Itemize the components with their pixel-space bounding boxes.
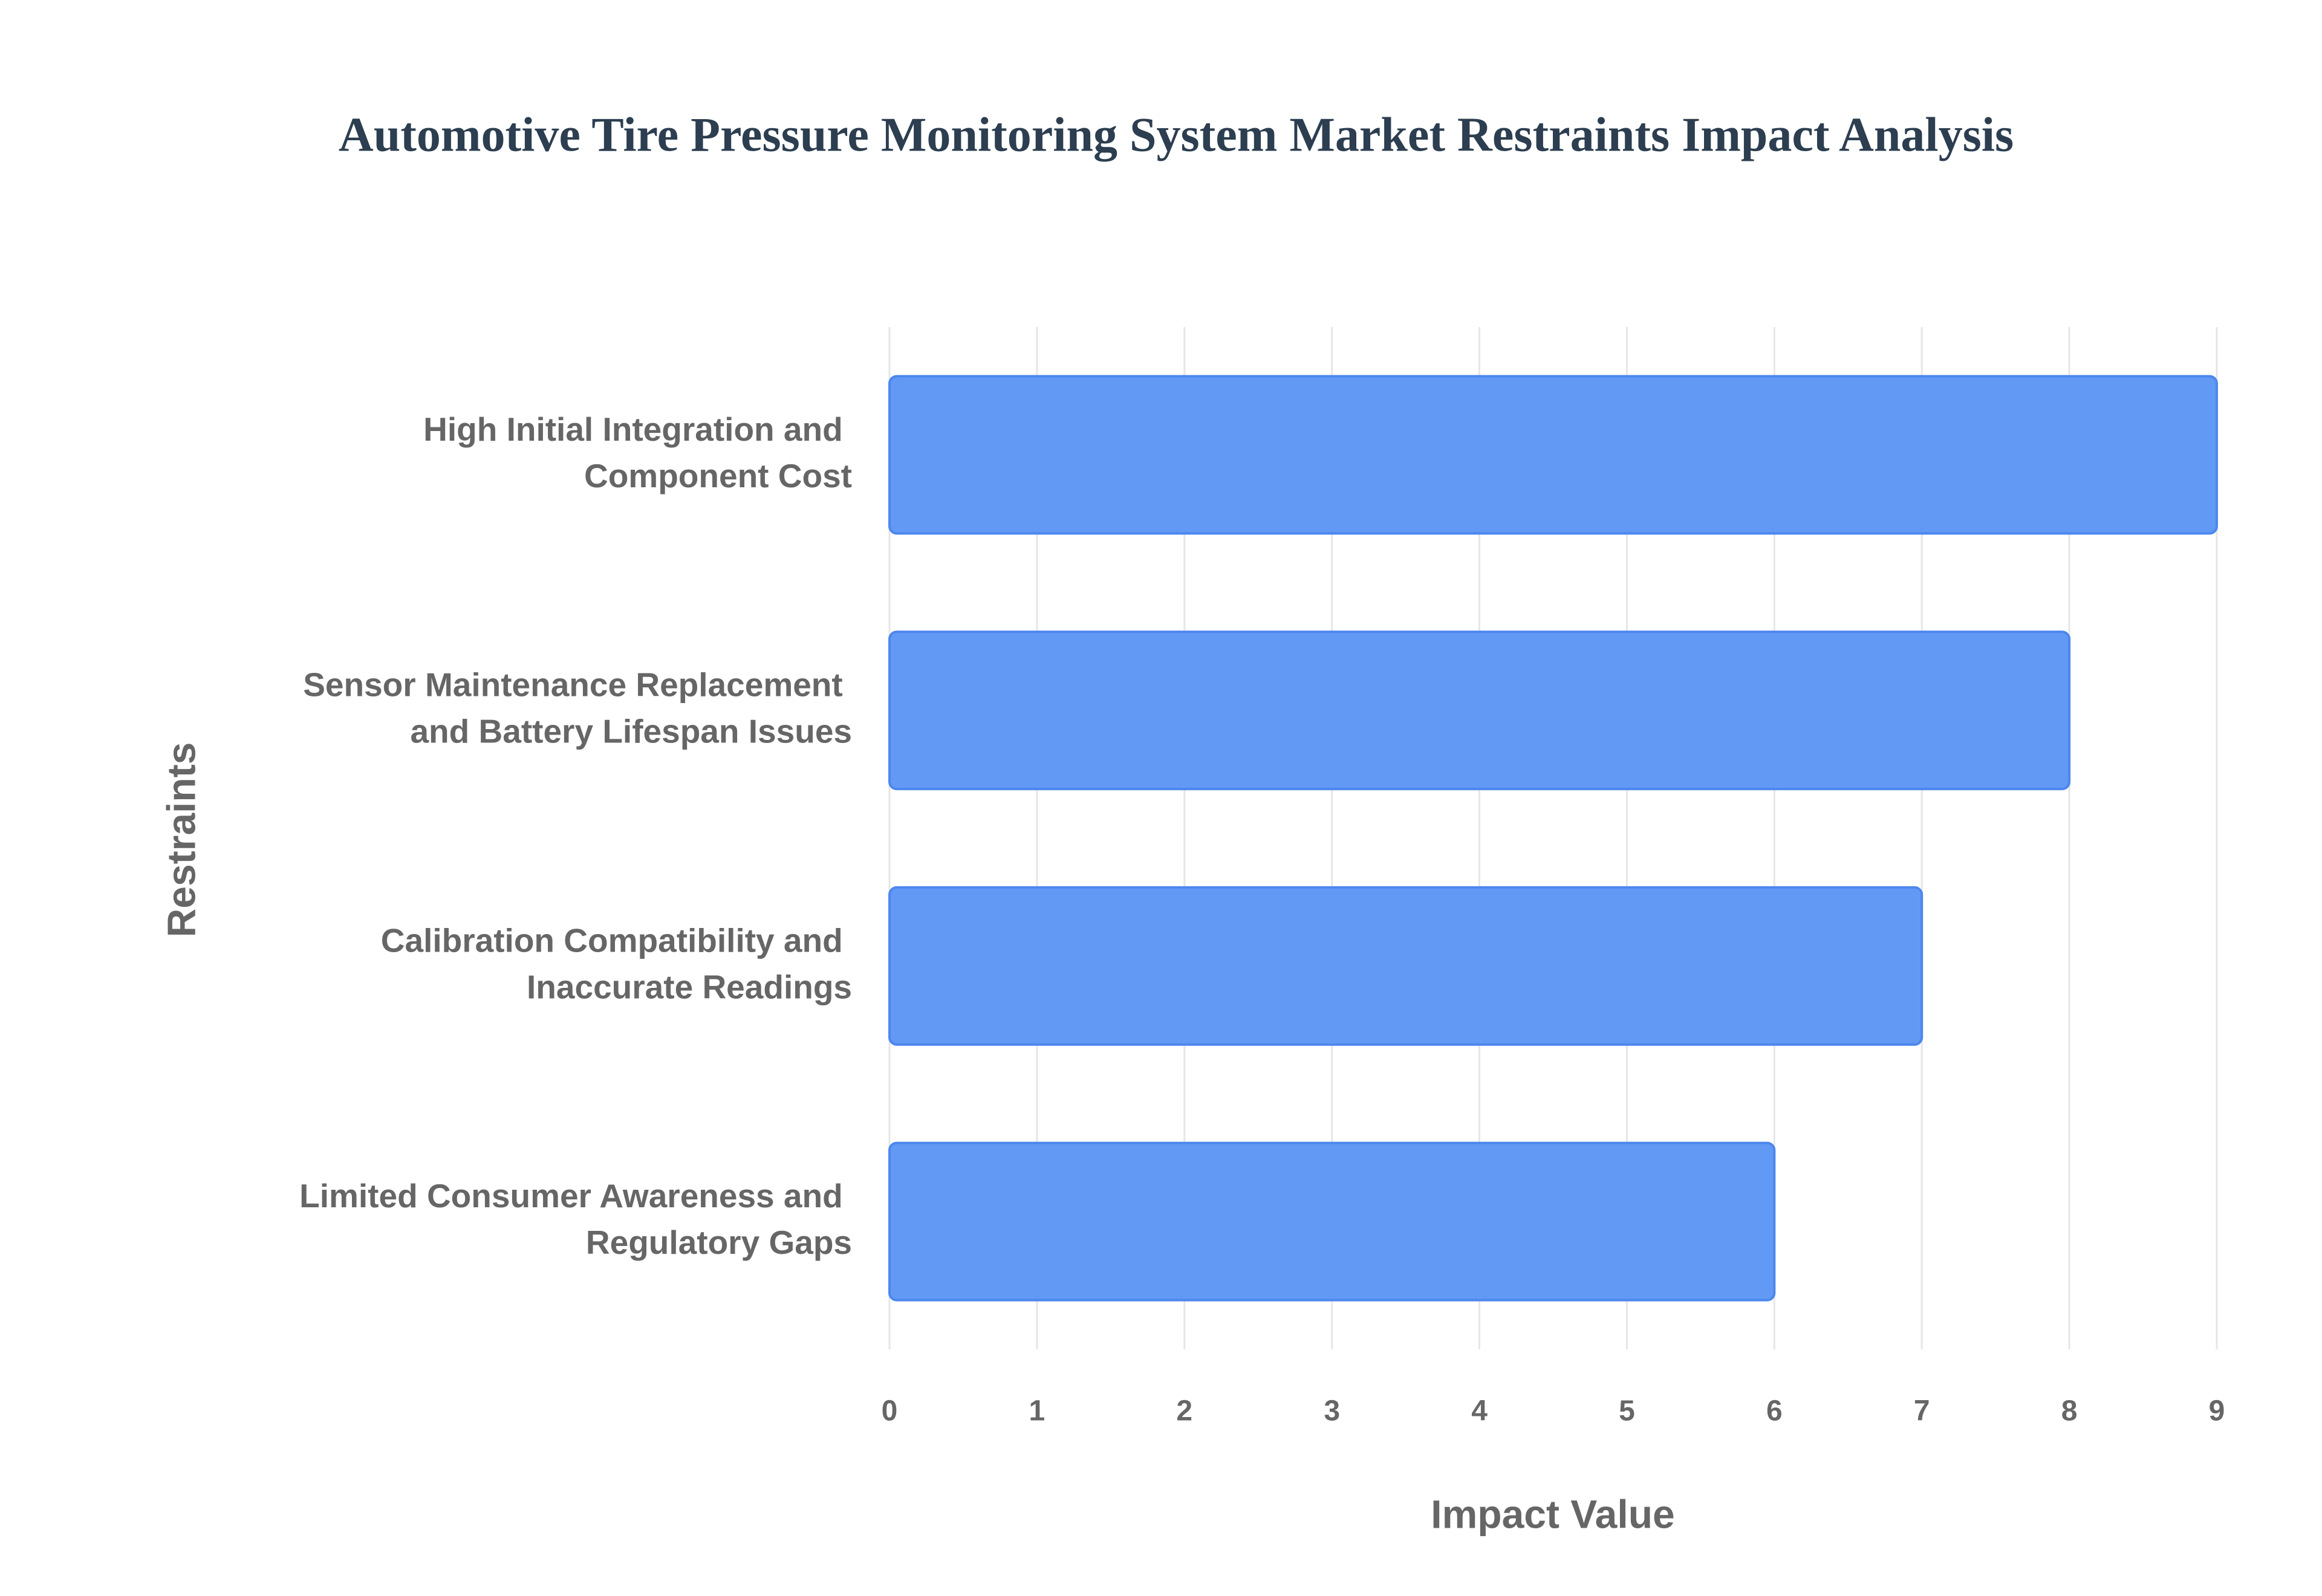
- y-tick-label: High Initial Integration and Component C…: [423, 410, 852, 494]
- y-tick-label: Limited Consumer Awareness and Regulator…: [299, 1177, 852, 1261]
- y-tick-label: Calibration Compatibility and Inaccurate…: [381, 921, 852, 1005]
- x-tick-label: 2: [1176, 1395, 1192, 1427]
- x-tick-label: 9: [2209, 1395, 2225, 1427]
- x-tick-label: 0: [882, 1395, 898, 1427]
- y-axis-title: Restraints: [158, 742, 203, 938]
- chart-title: Automotive Tire Pressure Monitoring Syst…: [339, 108, 2014, 161]
- bar: [888, 375, 2218, 535]
- x-tick-label: 1: [1029, 1395, 1046, 1427]
- bar: [888, 631, 2071, 791]
- y-tick-label: Sensor Maintenance Replacement and Batte…: [303, 666, 852, 750]
- x-tick-label: 3: [1324, 1395, 1340, 1427]
- x-axis-title: Impact Value: [1431, 1491, 1675, 1536]
- x-tick-label: 6: [1766, 1395, 1783, 1427]
- bar: [888, 886, 1924, 1046]
- x-tick-label: 8: [2061, 1395, 2078, 1427]
- x-tick-label: 4: [1471, 1395, 1488, 1427]
- x-tick-label: 7: [1914, 1395, 1930, 1427]
- x-tick-label: 5: [1619, 1395, 1635, 1427]
- bar: [888, 1141, 1776, 1302]
